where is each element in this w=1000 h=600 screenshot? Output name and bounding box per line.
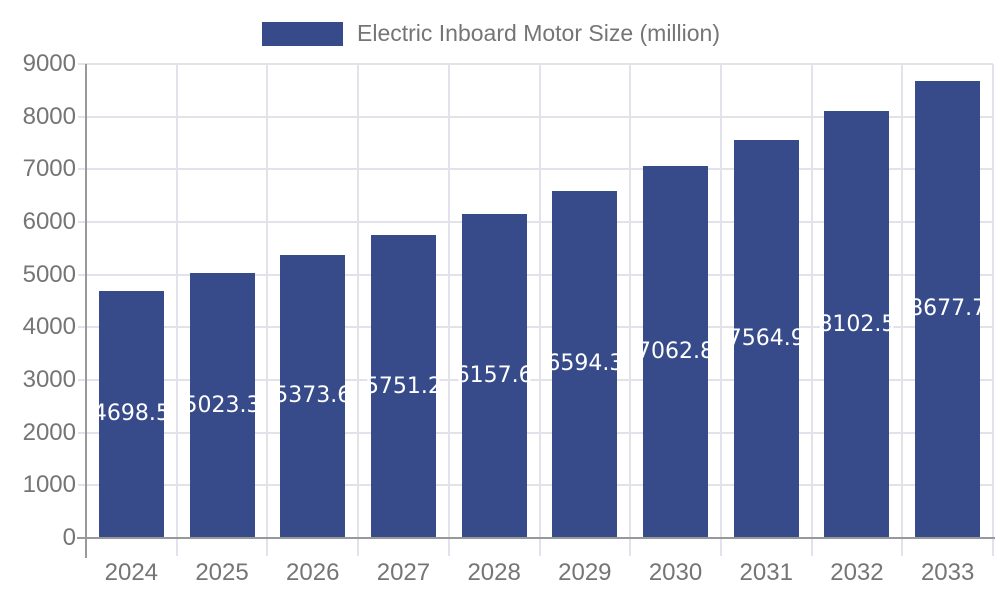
bar-value-label: 7564.9	[727, 325, 805, 351]
y-axis-tick	[78, 115, 86, 118]
x-axis-tick	[538, 538, 541, 556]
y-axis-tick	[78, 326, 86, 329]
legend-swatch	[262, 21, 343, 46]
gridline-vertical	[719, 64, 722, 538]
y-tick-label: 8000	[22, 102, 76, 130]
legend-label: Electric Inboard Motor Size (million)	[357, 20, 721, 46]
y-tick-label: 9000	[22, 50, 76, 77]
x-tick-label: 2024	[104, 559, 159, 586]
y-tick-label: 6000	[22, 208, 76, 235]
bar	[280, 254, 346, 538]
bar	[824, 111, 890, 538]
x-axis-line	[77, 537, 995, 539]
x-axis-tick	[629, 538, 632, 556]
y-axis-tick	[78, 484, 86, 487]
bar-value-label: 8102.5	[818, 311, 896, 337]
gridline-vertical	[629, 64, 632, 538]
bar-value-label: 5751.2	[364, 373, 442, 399]
y-tick-label: 7000	[22, 155, 76, 183]
gridline-vertical	[175, 64, 178, 538]
x-tick-label: 2033	[920, 559, 975, 586]
x-axis-tick	[266, 538, 269, 556]
x-axis-tick	[719, 538, 722, 556]
y-tick-label: 2000	[22, 418, 76, 446]
y-axis-tick	[78, 431, 86, 434]
y-axis-tick	[78, 273, 86, 276]
bar-value-label: 6157.6	[455, 362, 533, 388]
y-axis-line	[85, 64, 87, 558]
gridline-vertical	[810, 64, 813, 538]
bar-value-label: 6594.3	[546, 351, 624, 377]
x-tick-label: 2027	[376, 559, 431, 586]
bar	[915, 80, 981, 538]
bar	[189, 273, 255, 538]
bar	[643, 166, 709, 538]
x-tick-label: 2029	[558, 559, 612, 586]
x-tick-label: 2028	[467, 559, 521, 586]
bar	[98, 290, 164, 538]
x-tick-label: 2030	[648, 559, 703, 586]
gridline-vertical	[357, 64, 360, 538]
y-tick-label: 3000	[22, 366, 76, 393]
bar	[370, 235, 436, 538]
gridline-vertical	[538, 64, 541, 538]
gridline-vertical	[447, 64, 450, 538]
x-tick-label: 2025	[195, 559, 249, 586]
y-tick-label: 4000	[22, 313, 76, 341]
y-axis-tick	[78, 63, 86, 65]
x-axis-tick	[447, 538, 450, 556]
y-axis-tick	[78, 168, 86, 171]
gridline-vertical	[266, 64, 269, 538]
x-axis-tick	[357, 538, 360, 556]
bar	[461, 213, 527, 538]
x-tick-label: 2031	[739, 559, 793, 586]
y-tick-label: 5000	[22, 260, 76, 288]
bar	[733, 139, 799, 538]
x-axis-tick	[810, 538, 813, 556]
x-tick-label: 2032	[830, 559, 884, 586]
gridline-vertical	[901, 64, 904, 538]
x-axis-tick	[901, 538, 904, 556]
y-tick-label: 0	[62, 524, 76, 551]
gridline-vertical	[992, 64, 994, 538]
bar-value-label: 7062.8	[637, 339, 715, 364]
bar-value-label: 4698.5	[92, 401, 170, 427]
y-axis-tick	[78, 379, 86, 381]
x-tick-label: 2026	[286, 559, 340, 586]
y-tick-label: 1000	[22, 471, 76, 499]
bar-value-label: 5373.6	[274, 383, 352, 409]
x-axis-tick	[175, 538, 178, 556]
x-axis-tick	[992, 538, 994, 556]
bar-value-label: 5023.3	[183, 392, 261, 418]
legend: Electric Inboard Motor Size (million)	[262, 20, 720, 47]
bar-value-label: 8677.7	[909, 296, 987, 322]
bar	[552, 190, 618, 538]
y-axis-tick	[78, 221, 86, 223]
